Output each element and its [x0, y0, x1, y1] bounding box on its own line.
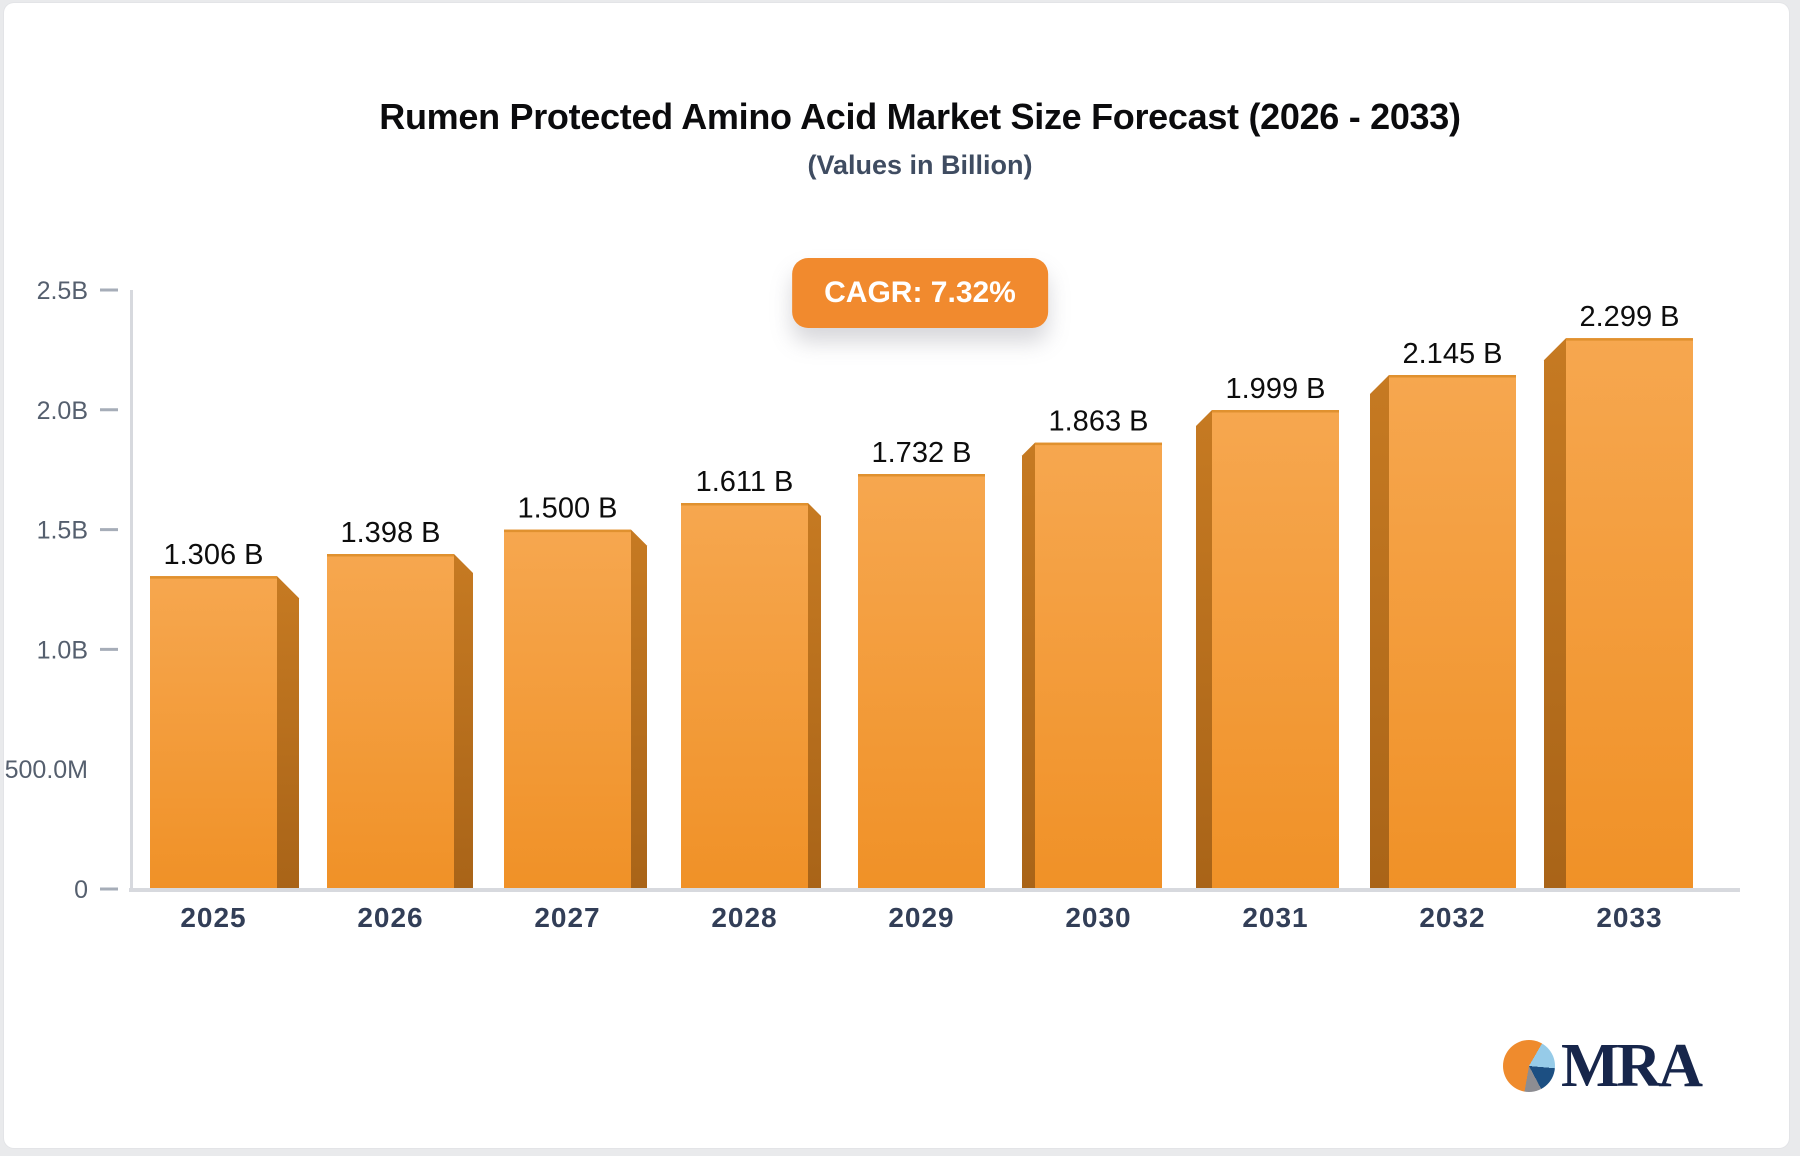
category-label-2028: 2028 — [711, 902, 777, 933]
category-label-2025: 2025 — [180, 902, 246, 933]
bar-2029 — [858, 474, 985, 889]
category-label-2029: 2029 — [888, 902, 954, 933]
chart-title: Rumen Protected Amino Acid Market Size F… — [379, 96, 1461, 137]
chart-subtitle: (Values in Billion) — [807, 150, 1033, 180]
value-label-2026: 1.398 B — [341, 517, 441, 549]
bar-side-face — [277, 576, 299, 889]
bar-2032 — [1389, 375, 1516, 890]
bar-side-face — [1022, 442, 1035, 889]
bar-2030 — [1035, 442, 1162, 889]
value-label-2030: 1.863 B — [1049, 406, 1149, 438]
bar-2028 — [681, 503, 808, 889]
value-label-2029: 1.732 B — [872, 437, 972, 469]
value-label-2031: 1.999 B — [1226, 373, 1326, 405]
bar-2031 — [1212, 410, 1339, 889]
bar-2026 — [327, 554, 454, 889]
bar-side-face — [1544, 338, 1566, 889]
category-label-2030: 2030 — [1065, 902, 1131, 933]
cagr-badge: CAGR: 7.32% — [792, 258, 1048, 328]
mra-logo: MRA — [1503, 1032, 1703, 1100]
y-tick-label: 2.0B — [37, 397, 88, 425]
bar-2033 — [1566, 338, 1693, 889]
bar-2027 — [504, 529, 631, 889]
category-label-2026: 2026 — [357, 902, 423, 933]
pie-chart-logo-icon — [1503, 1040, 1555, 1092]
logo-text: MRA — [1561, 1032, 1703, 1100]
bar-side-face — [1370, 375, 1389, 890]
bar-2025 — [150, 576, 277, 889]
category-label-2033: 2033 — [1596, 902, 1662, 933]
bar-side-face — [808, 503, 821, 889]
category-label-2032: 2032 — [1419, 902, 1485, 933]
category-label-2027: 2027 — [534, 902, 600, 933]
y-tick-label: 500.0M — [5, 756, 88, 784]
y-tick-label: 1.5B — [37, 517, 88, 545]
bar-side-face — [1196, 410, 1212, 889]
value-label-2025: 1.306 B — [164, 539, 264, 571]
value-label-2028: 1.611 B — [696, 466, 794, 498]
value-label-2033: 2.299 B — [1580, 301, 1680, 333]
y-tick-label: 0 — [74, 876, 88, 904]
y-tick-label: 1.0B — [37, 636, 88, 664]
category-label-2031: 2031 — [1242, 902, 1308, 933]
y-tick-label: 2.5B — [37, 277, 88, 305]
value-label-2032: 2.145 B — [1403, 338, 1503, 370]
bar-side-face — [631, 529, 647, 889]
bar-side-face — [454, 554, 473, 889]
value-label-2027: 1.500 B — [518, 493, 618, 525]
